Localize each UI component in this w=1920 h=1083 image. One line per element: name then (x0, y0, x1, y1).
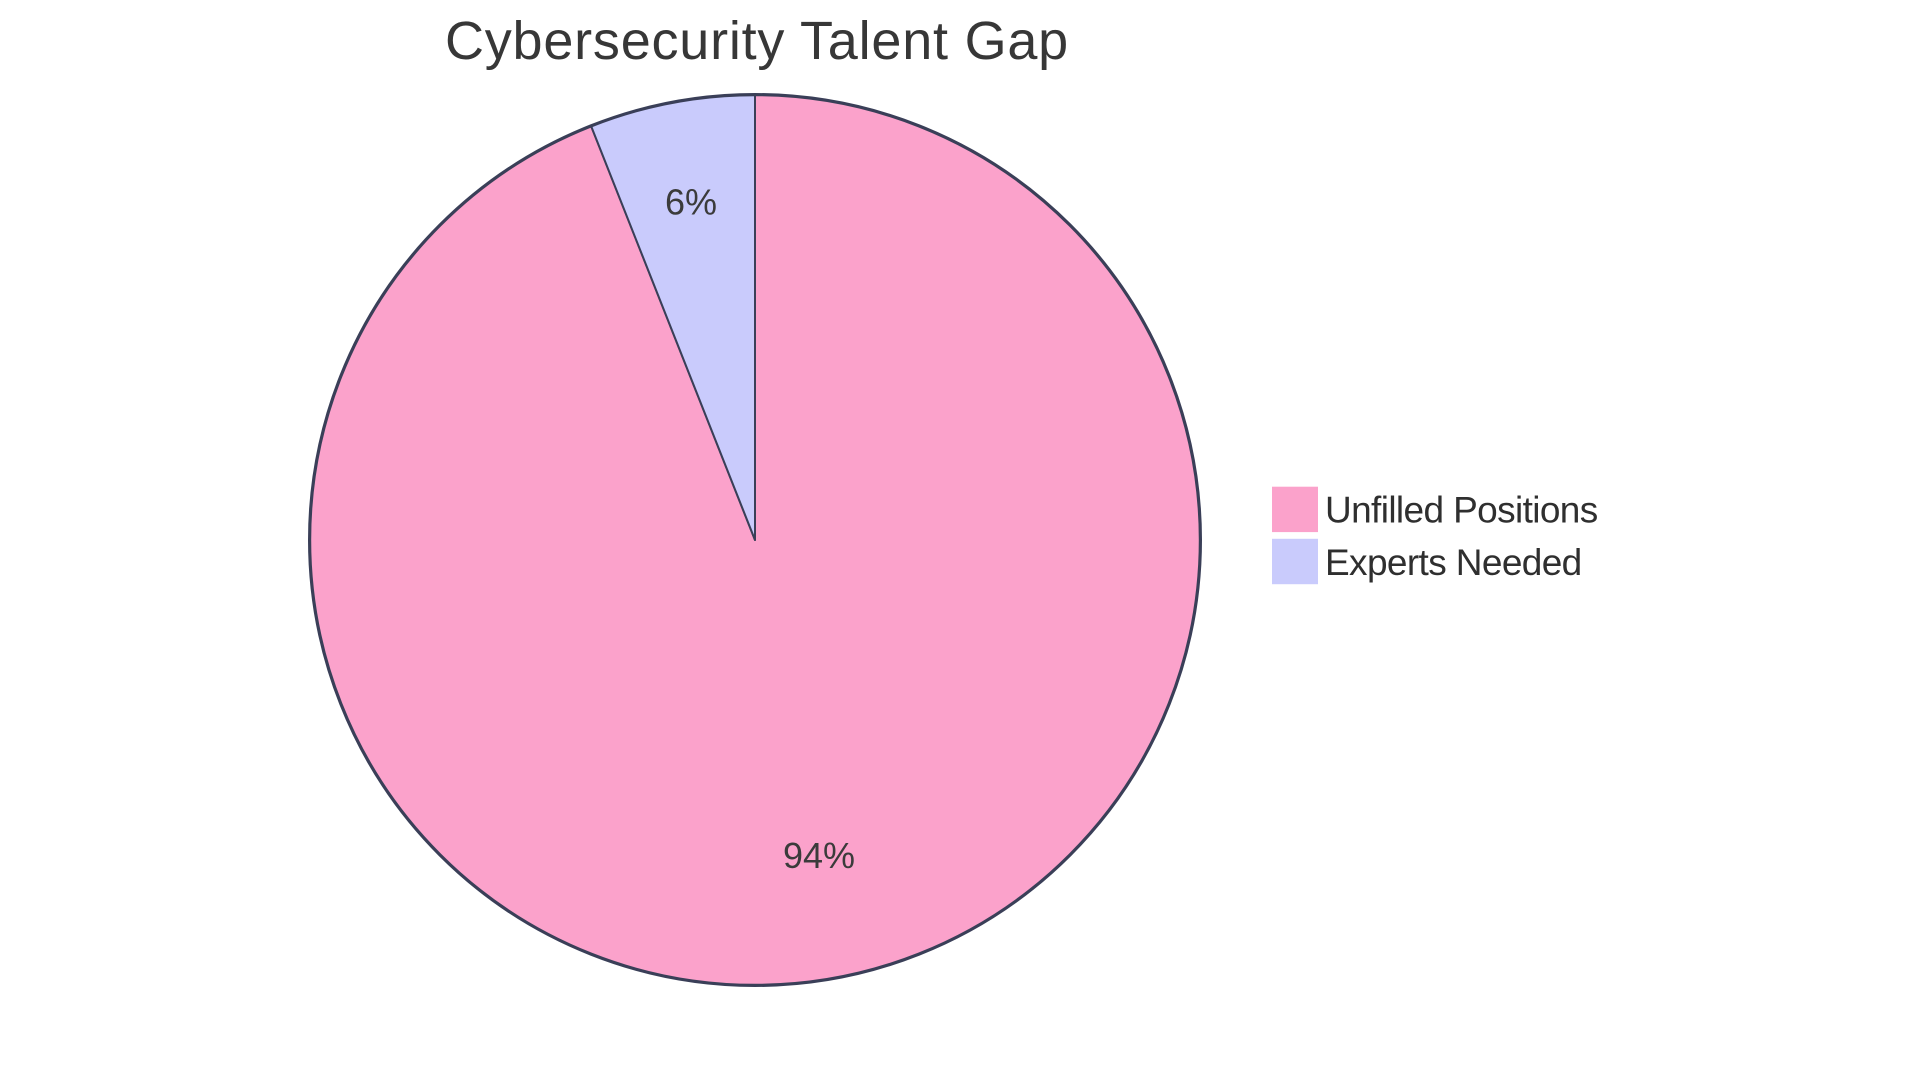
svg-text:94%: 94% (783, 835, 855, 876)
svg-text:6%: 6% (665, 182, 717, 223)
svg-text:Experts Needed: Experts Needed (1325, 542, 1582, 583)
svg-text:Cybersecurity Talent Gap: Cybersecurity Talent Gap (445, 11, 1069, 71)
svg-text:Unfilled Positions: Unfilled Positions (1325, 489, 1598, 530)
